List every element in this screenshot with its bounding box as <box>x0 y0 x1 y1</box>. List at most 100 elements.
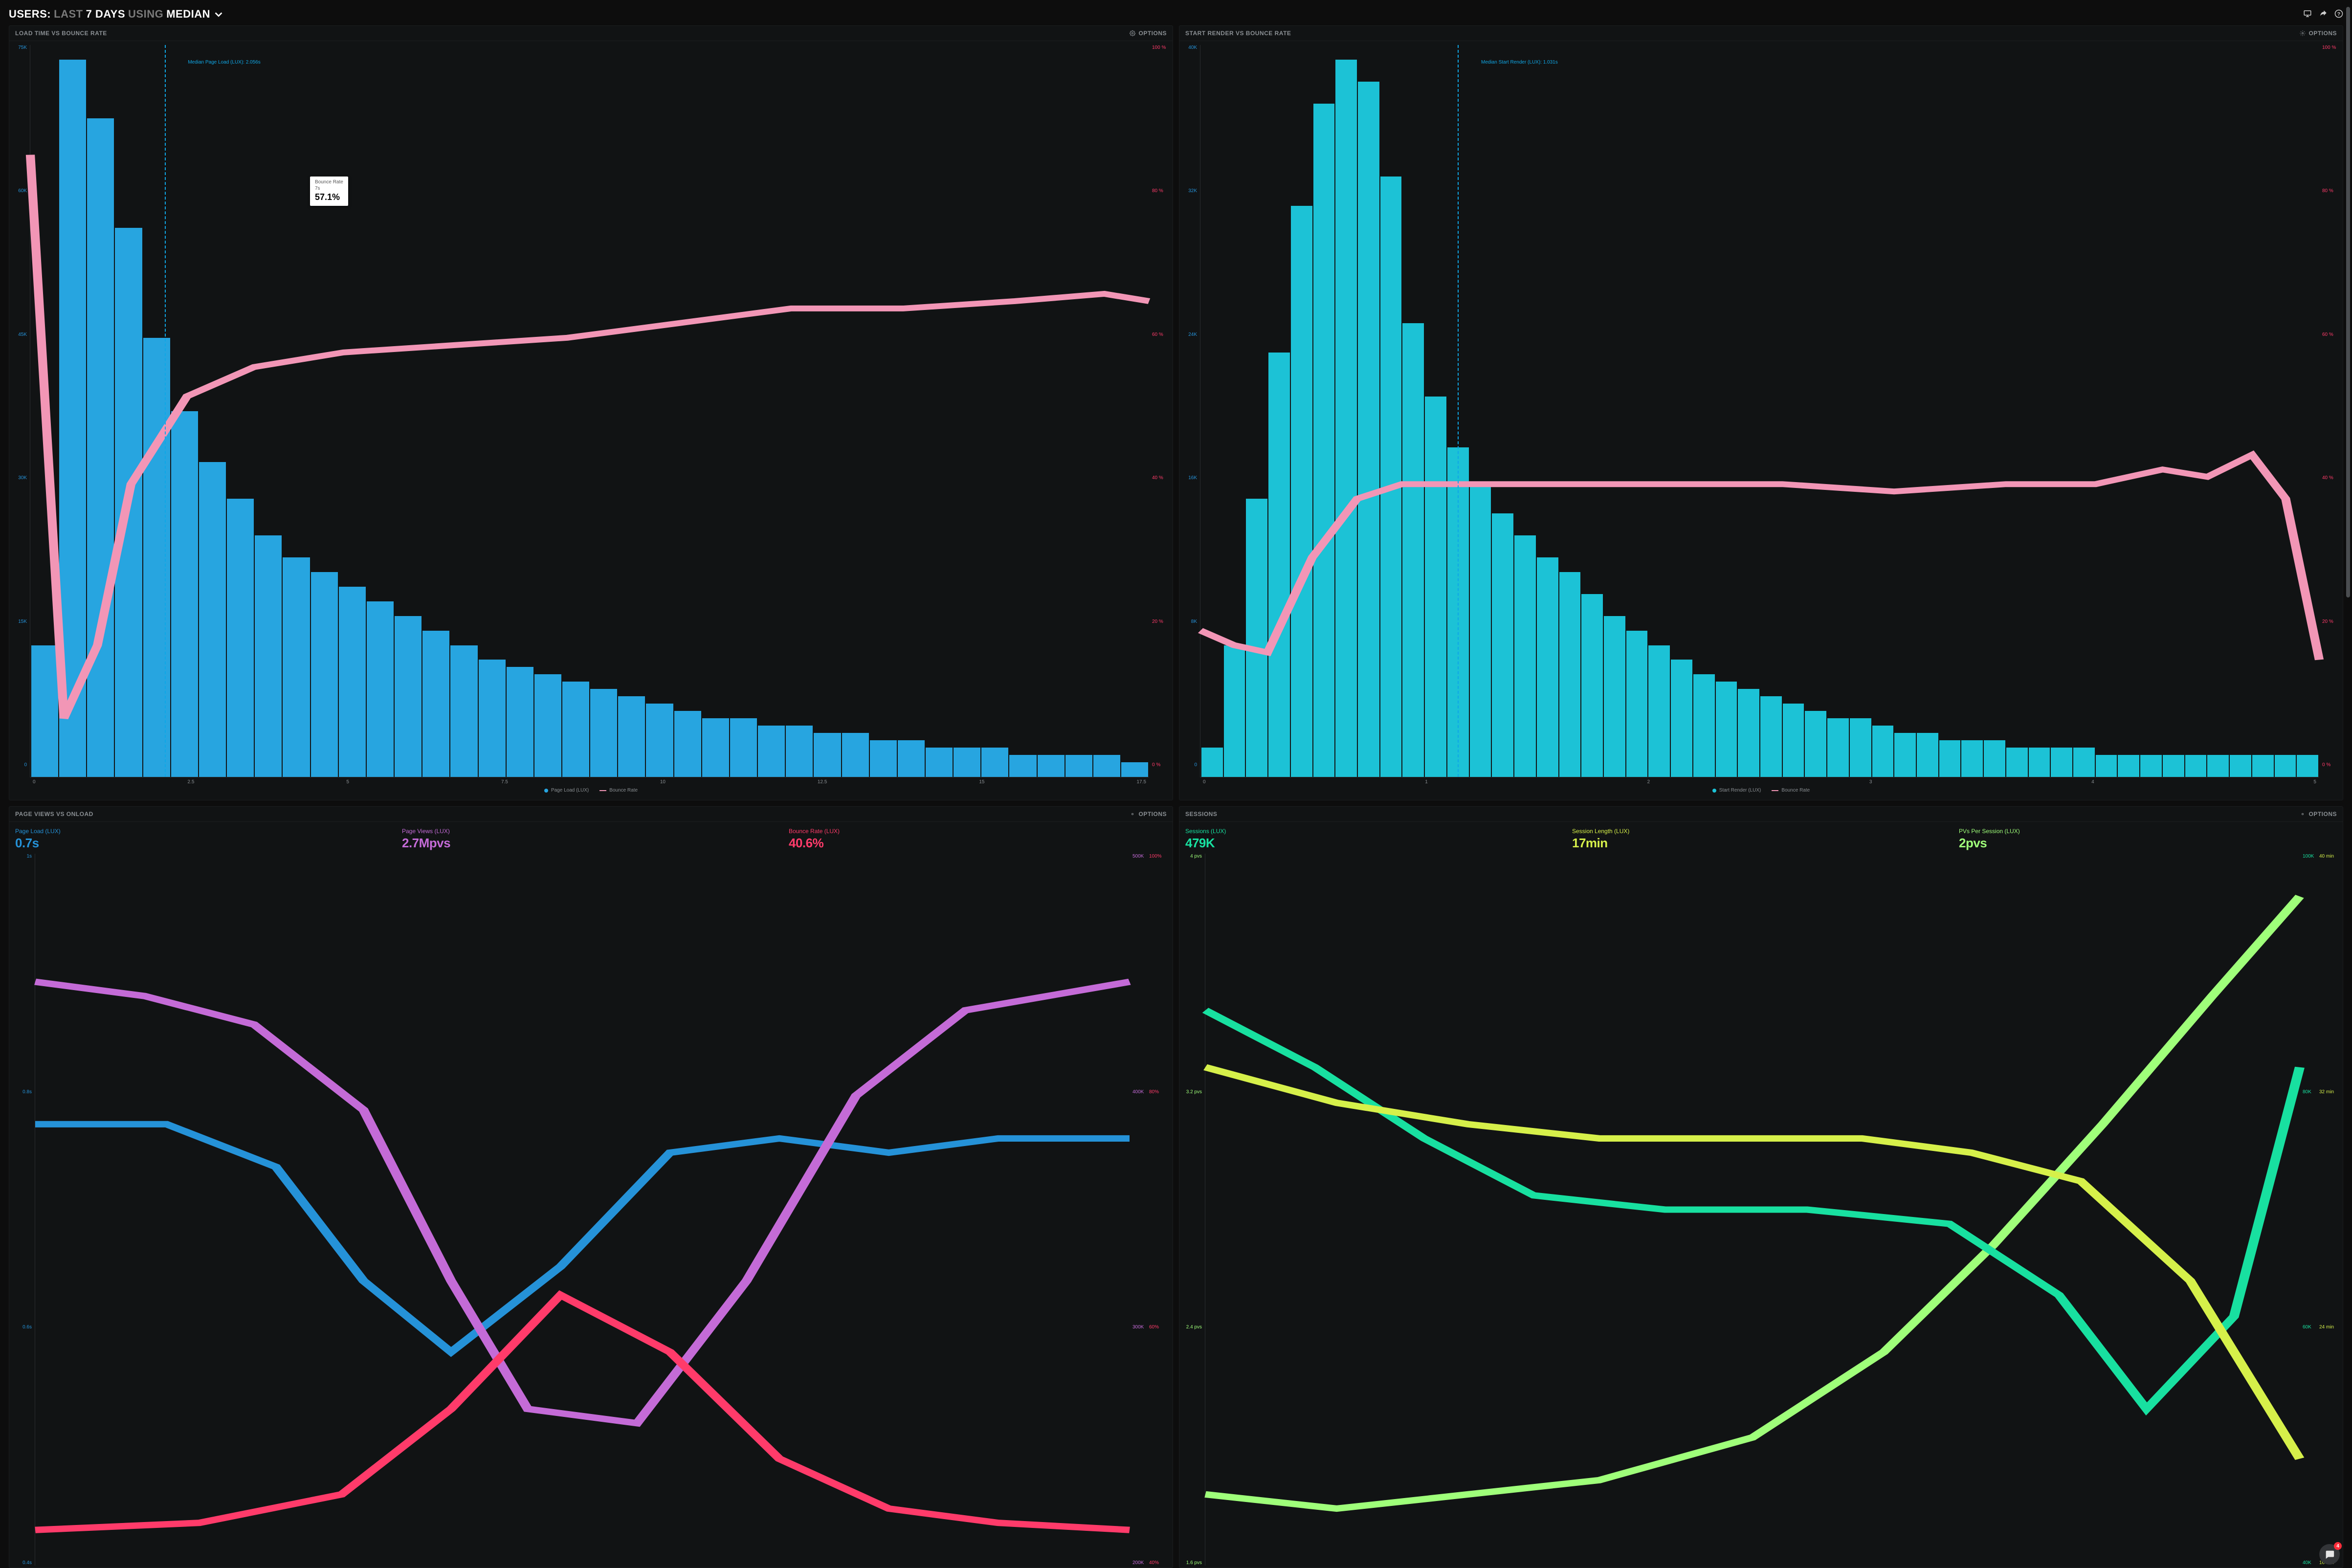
legend-line-icon <box>599 790 606 791</box>
y-axis-right: 100 %80 %60 %40 %20 %0 % <box>2319 45 2337 777</box>
page-title: USERS: LAST 7 DAYS USING MEDIAN <box>9 7 224 21</box>
metric: Sessions (LUX)479K <box>1185 828 1563 851</box>
axis-tick: 60 % <box>2322 332 2337 337</box>
title-prefix: USERS: <box>9 8 51 21</box>
axis-tick: 32K <box>1185 188 1197 194</box>
axis-tick: 12.5 <box>818 779 827 785</box>
tooltip-title: Bounce Rate <box>315 179 343 186</box>
axis-tick: 15K <box>15 619 27 624</box>
legend-dot-icon <box>1712 789 1716 793</box>
chat-icon <box>2324 1549 2335 1560</box>
metric: Bounce Rate (LUX)40.6% <box>789 828 1167 851</box>
options-button[interactable]: OPTIONS <box>1130 30 1167 37</box>
axis-tick: 5 <box>2313 779 2316 785</box>
card-page-views: PAGE VIEWS VS ONLOAD OPTIONS Page Load (… <box>9 806 1173 1568</box>
card-body: Page Load (LUX)0.7s Page Views (LUX)2.7Mp… <box>9 822 1173 1568</box>
legend: Start Render (LUX)Bounce Rate <box>1185 785 2337 798</box>
help-icon[interactable]: ? <box>2334 9 2343 18</box>
axis-tick: 40% <box>1149 1560 1167 1566</box>
card-body: 75K60K45K30K15K0 Median Page Load (LUX):… <box>9 41 1173 800</box>
axis-tick: 20 % <box>1152 619 1167 624</box>
y-axis-left: 4 pvs3.2 pvs2.4 pvs1.6 pvs <box>1185 854 1205 1566</box>
axis-tick: 300K <box>1132 1325 1146 1330</box>
axis-tick: 100K <box>2303 854 2316 859</box>
card-title: SESSIONS <box>1185 811 1217 817</box>
metric-value: 0.7s <box>15 836 393 851</box>
legend-label: Bounce Rate <box>609 788 638 793</box>
options-label: OPTIONS <box>1138 811 1167 817</box>
axis-tick: 0.4s <box>15 1560 32 1566</box>
axis-tick: 100 % <box>2322 45 2337 50</box>
axis-tick: 7.5 <box>501 779 508 785</box>
metric-value: 40.6% <box>789 836 1167 851</box>
card-body: Sessions (LUX)479KSession Length (LUX)17… <box>1179 822 2343 1568</box>
axis-tick: 40 % <box>1152 475 1167 481</box>
metric-row: Page Load (LUX)0.7s Page Views (LUX)2.7Mp… <box>15 826 1167 854</box>
metric-row: Sessions (LUX)479KSession Length (LUX)17… <box>1185 826 2337 854</box>
scrollbar-thumb[interactable] <box>2346 7 2350 597</box>
y-axis-left: 1s0.8s0.6s0.4s <box>15 854 35 1566</box>
axis-tick: 16K <box>1185 475 1197 481</box>
axis-tick: 60K <box>2303 1325 2316 1330</box>
metric: Page Load (LUX)0.7s <box>15 828 393 851</box>
chart-start-render: 40K32K24K16K8K0 Median Start Render (LUX… <box>1185 45 2337 777</box>
y-axis-right-2: 100%80%60%40% <box>1146 854 1167 1566</box>
axis-tick: 10 <box>660 779 666 785</box>
legend: Page Load (LUX) Bounce Rate <box>15 785 1167 798</box>
metric-value: 17min <box>1572 836 1950 851</box>
options-button[interactable]: OPTIONS <box>2300 30 2337 37</box>
title-bold2: MEDIAN <box>166 8 210 21</box>
bounce-line <box>1200 45 2319 777</box>
plot-area: Median Page Load (LUX): 2.056s Bounce Ra… <box>30 45 1149 777</box>
axis-tick: 75K <box>15 45 27 50</box>
legend-label: Page Load (LUX) <box>551 788 589 793</box>
axis-tick: 60 % <box>1152 332 1167 337</box>
axis-tick: 8K <box>1185 619 1197 624</box>
axis-tick: 0 <box>1203 779 1206 785</box>
metric-label: Page Views (LUX) <box>402 828 780 835</box>
dashboard-root: USERS: LAST 7 DAYS USING MEDIAN ? <box>0 0 2352 1568</box>
axis-tick: 400K <box>1132 1089 1146 1095</box>
scrollbar[interactable] <box>2346 7 2350 1561</box>
axis-tick: 3.2 pvs <box>1185 1089 1202 1095</box>
axis-tick: 2 <box>1647 779 1650 785</box>
options-button[interactable]: OPTIONS <box>1130 811 1167 817</box>
svg-text:?: ? <box>2337 11 2340 17</box>
axis-tick: 100 % <box>1152 45 1167 50</box>
options-button[interactable]: OPTIONS <box>2300 811 2337 817</box>
legend-dot-icon <box>544 789 548 793</box>
axis-tick: 2.4 pvs <box>1185 1325 1202 1330</box>
axis-tick: 80% <box>1149 1089 1167 1095</box>
axis-tick: 4 <box>2091 779 2094 785</box>
y-axis-right-1: 100K80K60K40K <box>2300 854 2316 1566</box>
axis-tick: 80 % <box>1152 188 1167 194</box>
plot-area <box>35 854 1130 1566</box>
axis-tick: 1 <box>1425 779 1428 785</box>
y-axis-left: 40K32K24K16K8K0 <box>1185 45 1200 777</box>
axis-tick: 30K <box>15 475 27 481</box>
axis-tick: 40 min <box>2319 854 2337 859</box>
share-icon[interactable] <box>2319 9 2328 18</box>
card-header: LOAD TIME VS BOUNCE RATE OPTIONS <box>9 26 1173 41</box>
legend-label: Bounce Rate <box>1781 788 1810 793</box>
axis-tick: 24 min <box>2319 1325 2337 1330</box>
metric-label: Bounce Rate (LUX) <box>789 828 1167 835</box>
axis-tick: 500K <box>1132 854 1146 859</box>
card-title: LOAD TIME VS BOUNCE RATE <box>15 30 107 37</box>
axis-tick: 0.8s <box>15 1089 32 1095</box>
bounce-line <box>30 45 1149 777</box>
axis-tick: 0 <box>1185 762 1197 768</box>
metric: Page Views (LUX)2.7Mpvs <box>402 828 780 851</box>
chat-button[interactable]: 4 <box>2319 1544 2340 1565</box>
axis-tick: 80 % <box>2322 188 2337 194</box>
metric-label: PVs Per Session (LUX) <box>1959 828 2337 835</box>
card-title: START RENDER VS BOUNCE RATE <box>1185 30 1291 37</box>
axis-tick: 0 <box>33 779 36 785</box>
gear-icon <box>2300 30 2306 36</box>
legend-item: Bounce Rate <box>599 788 638 793</box>
monitor-icon[interactable] <box>2303 9 2312 18</box>
chevron-down-icon[interactable] <box>213 9 224 22</box>
axis-tick: 60% <box>1149 1325 1167 1330</box>
card-body: 40K32K24K16K8K0 Median Start Render (LUX… <box>1179 41 2343 800</box>
axis-tick: 80K <box>2303 1089 2316 1095</box>
